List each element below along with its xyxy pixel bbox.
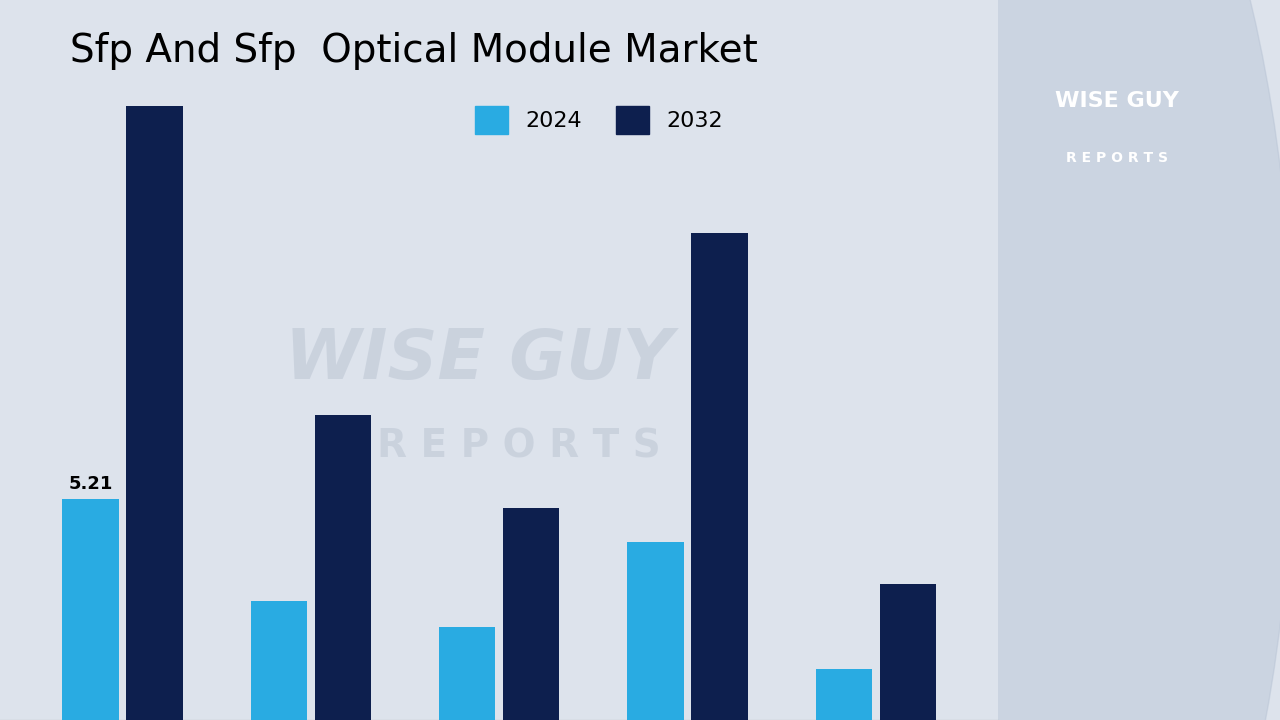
Bar bbox=[879, 585, 936, 720]
Text: R E P O R T S: R E P O R T S bbox=[1066, 151, 1167, 166]
Bar bbox=[63, 500, 119, 720]
Text: 5.21: 5.21 bbox=[68, 475, 113, 493]
Circle shape bbox=[703, 0, 1280, 720]
Text: Sfp And Sfp  Optical Module Market: Sfp And Sfp Optical Module Market bbox=[70, 32, 758, 71]
Bar bbox=[503, 508, 559, 720]
Text: R E P O R T S: R E P O R T S bbox=[378, 428, 660, 465]
Bar bbox=[315, 415, 371, 720]
Bar bbox=[627, 542, 684, 720]
Text: WISE GUY: WISE GUY bbox=[285, 326, 673, 394]
Text: WISE GUY: WISE GUY bbox=[1055, 91, 1179, 111]
Bar bbox=[127, 106, 183, 720]
Legend: 2024, 2032: 2024, 2032 bbox=[466, 97, 732, 143]
Bar bbox=[439, 627, 495, 720]
Bar bbox=[691, 233, 748, 720]
Bar bbox=[815, 669, 872, 720]
Bar bbox=[251, 601, 307, 720]
